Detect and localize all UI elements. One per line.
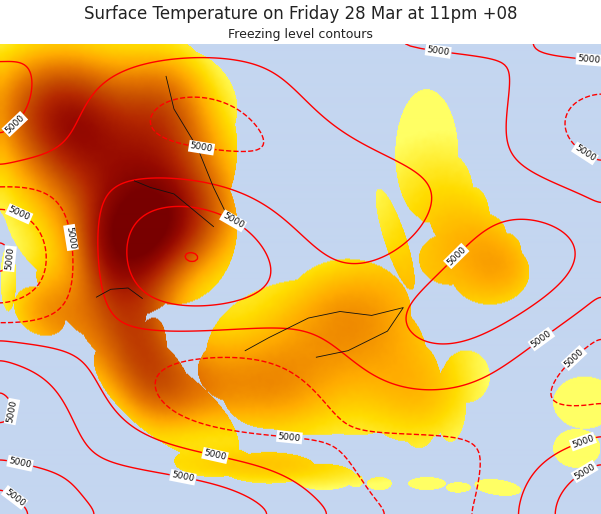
Text: 5000: 5000 — [4, 247, 16, 271]
Text: 5000: 5000 — [278, 432, 301, 443]
Text: Surface Temperature on Friday 28 Mar at 11pm +08: Surface Temperature on Friday 28 Mar at … — [84, 5, 517, 23]
Text: 5000: 5000 — [529, 328, 554, 350]
Text: 5000: 5000 — [563, 347, 585, 369]
Text: 5000: 5000 — [171, 471, 195, 484]
Text: 5000: 5000 — [570, 433, 595, 450]
Text: 5000: 5000 — [8, 456, 32, 470]
Text: Freezing level contours: Freezing level contours — [228, 28, 373, 42]
Text: 5000: 5000 — [2, 487, 26, 508]
Text: 5000: 5000 — [577, 54, 601, 65]
Text: 5000: 5000 — [573, 143, 597, 163]
Text: 5000: 5000 — [221, 211, 245, 230]
Text: 5000: 5000 — [445, 245, 468, 267]
Text: 5000: 5000 — [203, 449, 227, 463]
Text: 5000: 5000 — [572, 462, 597, 481]
Text: 5000: 5000 — [4, 113, 26, 135]
Text: 5000: 5000 — [189, 141, 213, 154]
Text: 5000: 5000 — [65, 226, 78, 250]
Text: 5000: 5000 — [5, 399, 19, 424]
Text: 5000: 5000 — [426, 45, 450, 57]
Text: 5000: 5000 — [7, 205, 32, 223]
